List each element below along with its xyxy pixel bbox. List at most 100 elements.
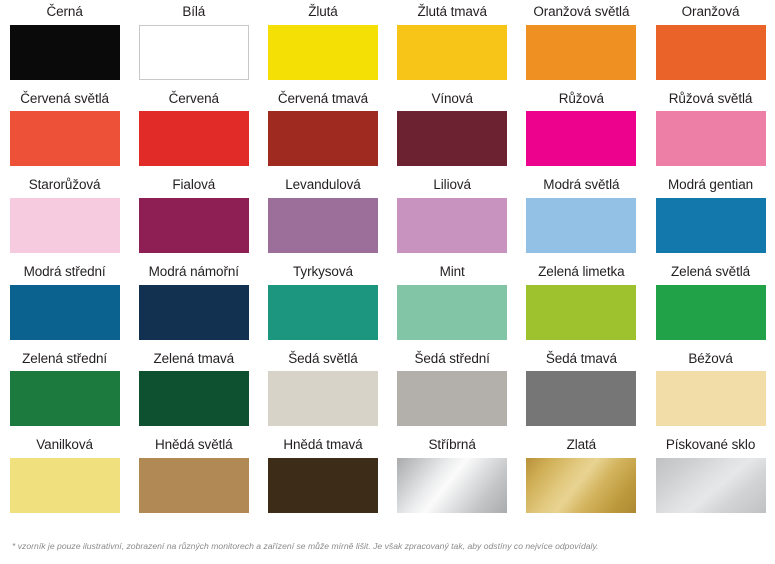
swatch-cell[interactable]: Oranžová [646,4,775,91]
swatch-label: Stříbrná [428,437,476,453]
swatch-cell[interactable]: Modrá gentian [646,177,775,264]
color-swatch-grid: Černá Bílá Žlutá Žlutá tmavá Oranžová světlá… [0,4,775,524]
footnote-disclaimer: * vzorník je pouze ilustrativní, zobraze… [12,541,599,551]
swatch-color-chip[interactable] [655,284,766,340]
swatch-color-chip[interactable] [655,24,766,80]
swatch-label: Růžová světlá [668,90,753,106]
swatch-color-chip[interactable] [9,197,120,253]
swatch-color-chip[interactable] [397,371,508,427]
swatch-label: Zelená střední [22,350,108,366]
swatch-color-chip[interactable] [397,197,508,253]
swatch-cell[interactable]: Liliová [388,177,517,264]
swatch-color-chip[interactable] [526,24,637,80]
swatch-label: Zelená světlá [671,264,751,280]
swatch-color-chip[interactable] [138,24,249,80]
swatch-cell[interactable]: Zelená světlá [646,264,775,351]
swatch-color-chip[interactable] [526,457,637,513]
swatch-cell[interactable]: Červená světlá [0,91,129,178]
swatch-label: Hnědá světlá [154,437,233,453]
swatch-color-chip[interactable] [526,371,637,427]
swatch-cell[interactable]: Modrá střední [0,264,129,351]
swatch-color-chip[interactable] [9,24,120,80]
swatch-label: Modrá světlá [543,177,620,193]
swatch-label: Žlutá tmavá [417,4,487,19]
swatch-label: Šedá světlá [288,350,358,366]
swatch-color-chip[interactable] [9,371,120,427]
swatch-cell[interactable]: Žlutá [258,4,387,91]
swatch-color-chip[interactable] [526,111,637,167]
swatch-label: Vanilková [36,437,93,453]
swatch-color-chip[interactable] [9,111,120,167]
swatch-cell[interactable]: Vanilková [0,437,129,524]
swatch-cell[interactable]: Béžová [646,351,775,438]
swatch-color-chip[interactable] [9,284,120,340]
swatch-label: Červená [168,90,219,106]
swatch-label: Žlutá [308,4,338,19]
swatch-color-chip[interactable] [9,457,120,513]
swatch-cell[interactable]: Modrá světlá [517,177,646,264]
swatch-color-chip[interactable] [267,24,378,80]
swatch-color-chip[interactable] [267,457,378,513]
swatch-cell[interactable]: Růžová světlá [646,91,775,178]
swatch-cell[interactable]: Pískované sklo [646,437,775,524]
swatch-label: Oranžová [681,4,740,19]
swatch-cell[interactable]: Růžová [517,91,646,178]
swatch-cell[interactable]: Starorůžová [0,177,129,264]
swatch-color-chip[interactable] [138,371,249,427]
swatch-cell[interactable]: Zelená tmavá [129,351,258,438]
swatch-cell[interactable]: Červená tmavá [258,91,387,178]
swatch-color-chip[interactable] [267,284,378,340]
swatch-label: Mint [439,264,465,280]
swatch-cell[interactable]: Šedá tmavá [517,351,646,438]
swatch-color-chip[interactable] [655,457,766,513]
swatch-label: Tyrkysová [293,264,353,280]
swatch-label: Modrá námořní [148,264,239,280]
swatch-cell[interactable]: Hnědá tmavá [258,437,387,524]
swatch-color-chip[interactable] [397,111,508,167]
swatch-color-chip[interactable] [526,197,637,253]
swatch-color-chip[interactable] [526,284,637,340]
swatch-cell[interactable]: Zelená střední [0,351,129,438]
swatch-color-chip[interactable] [267,197,378,253]
swatch-cell[interactable]: Hnědá světlá [129,437,258,524]
swatch-label: Zelená limetka [538,264,625,280]
swatch-cell[interactable]: Šedá střední [388,351,517,438]
swatch-label: Béžová [688,350,733,366]
swatch-cell[interactable]: Mint [388,264,517,351]
swatch-color-chip[interactable] [655,371,766,427]
swatch-label: Liliová [433,177,471,193]
swatch-color-chip[interactable] [397,24,508,80]
swatch-cell[interactable]: Levandulová [258,177,387,264]
swatch-label: Červená světlá [20,90,109,106]
swatch-label: Levandulová [285,177,361,193]
swatch-cell[interactable]: Šedá světlá [258,351,387,438]
swatch-cell[interactable]: Vínová [388,91,517,178]
swatch-color-chip[interactable] [267,111,378,167]
swatch-cell[interactable]: Zlatá [517,437,646,524]
swatch-cell[interactable]: Červená [129,91,258,178]
swatch-label: Pískované sklo [665,437,756,453]
swatch-cell[interactable]: Stříbrná [388,437,517,524]
swatch-cell[interactable]: Bílá [129,4,258,91]
swatch-label: Bílá [182,4,206,19]
swatch-color-chip[interactable] [267,371,378,427]
swatch-label: Růžová [558,90,604,106]
swatch-label: Šedá tmavá [545,350,617,366]
swatch-cell[interactable]: Oranžová světlá [517,4,646,91]
swatch-color-chip[interactable] [138,457,249,513]
swatch-cell[interactable]: Modrá námořní [129,264,258,351]
swatch-color-chip[interactable] [655,197,766,253]
swatch-cell[interactable]: Fialová [129,177,258,264]
swatch-cell[interactable]: Zelená limetka [517,264,646,351]
swatch-cell[interactable]: Tyrkysová [258,264,387,351]
swatch-color-chip[interactable] [138,111,249,167]
swatch-label: Starorůžová [28,177,101,193]
swatch-color-chip[interactable] [397,457,508,513]
swatch-cell[interactable]: Žlutá tmavá [388,4,517,91]
swatch-color-chip[interactable] [655,111,766,167]
swatch-cell[interactable]: Černá [0,4,129,91]
swatch-color-chip[interactable] [138,197,249,253]
swatch-color-chip[interactable] [138,284,249,340]
swatch-color-chip[interactable] [397,284,508,340]
swatch-label: Fialová [172,177,216,193]
